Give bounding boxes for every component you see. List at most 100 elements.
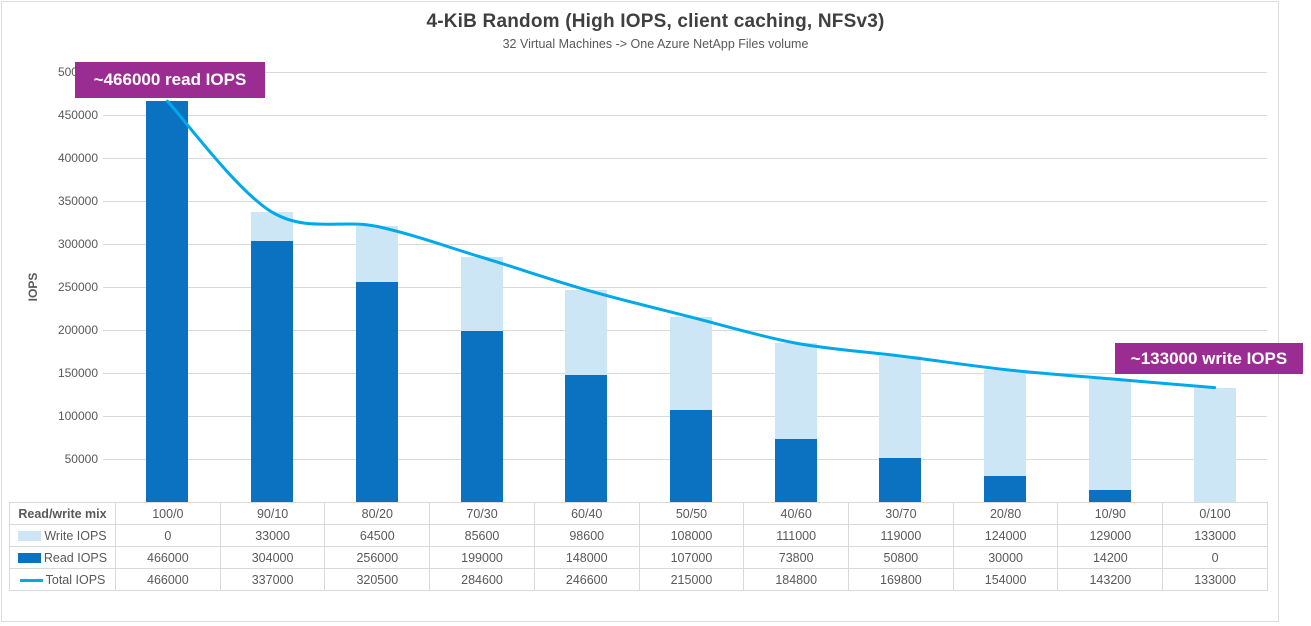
value-cell: 199000 [429, 546, 535, 569]
value-cell: 169800 [848, 568, 954, 591]
value-cell: 215000 [638, 568, 745, 591]
category-header-cell: 70/30 [429, 502, 535, 525]
value-cell: 133000 [1162, 524, 1268, 547]
table-series-row: Read IOPS 466000 304000 256000 199000 148000 1… [9, 546, 1268, 569]
write-iops-bar [879, 355, 922, 459]
category-header-cell: 40/60 [743, 502, 850, 525]
value-cell: 0 [115, 524, 221, 547]
y-tick-label: 150000 [57, 365, 98, 380]
value-cell: 129000 [1057, 524, 1164, 547]
value-cell: 108000 [638, 524, 745, 547]
table-header-row: Read/write mix 100/0 90/10 80/20 70/30 60/40 5… [9, 502, 1268, 525]
value-cell: 143200 [1057, 568, 1164, 591]
read-iops-bar [984, 476, 1027, 502]
y-tick-label: 100000 [57, 408, 98, 423]
value-cell: 107000 [638, 546, 745, 569]
y-tick-mark [103, 287, 115, 288]
gridline [115, 244, 1267, 245]
value-cell: 64500 [324, 524, 431, 547]
y-tick-mark [103, 373, 115, 374]
value-cell: 98600 [533, 524, 640, 547]
total-iops-line-layer [165, 99, 1217, 390]
chart-subtitle: 32 Virtual Machines -> One Azure NetApp … [502, 37, 809, 51]
gridline [115, 115, 1267, 116]
annotation-write-iops: ~133000 write IOPS [1115, 343, 1303, 374]
write-iops-bar [1193, 387, 1236, 502]
data-table: Read/write mix 100/0 90/10 80/20 70/30 60/40 5… [9, 502, 1268, 591]
y-tick-mark [103, 416, 115, 417]
write-iops-bar [1088, 378, 1131, 490]
value-cell: 148000 [533, 546, 640, 569]
write-iops-bar [565, 289, 608, 375]
read-iops-bar [460, 330, 503, 502]
read-iops-bar [565, 374, 608, 502]
read-iops-bar [879, 458, 922, 502]
write-iops-bar [774, 343, 817, 439]
table-series-row: Write IOPS 0 33000 64500 85600 98600 108000 111… [9, 524, 1268, 547]
y-tick-label: 350000 [57, 193, 98, 208]
gridline [115, 72, 1267, 73]
value-cell: 256000 [324, 546, 431, 569]
y-tick-label: 450000 [57, 107, 98, 122]
gridline [115, 287, 1267, 288]
write-iops-bar [984, 369, 1027, 477]
value-cell: 30000 [952, 546, 1059, 569]
read-iops-bar [774, 438, 817, 502]
category-header-cell: 60/40 [533, 502, 640, 525]
value-cell: 0 [1162, 546, 1268, 569]
y-tick-label: 200000 [57, 322, 98, 337]
category-header-cell: 90/10 [219, 502, 326, 525]
y-tick-mark [103, 459, 115, 460]
y-tick-mark [103, 201, 115, 202]
category-header-cell: 20/80 [952, 502, 1059, 525]
table-body: Read/write mix 100/0 90/10 80/20 70/30 60/40 5… [9, 502, 1268, 591]
plot-area [115, 72, 1267, 503]
value-cell: 124000 [952, 524, 1059, 547]
value-cell: 14200 [1057, 546, 1164, 569]
y-tick-label: 250000 [57, 279, 98, 294]
value-cell: 184800 [743, 568, 850, 591]
read-iops-bar [1088, 489, 1131, 502]
series-label-cell: Write IOPS [9, 524, 116, 547]
read-iops-bar [355, 281, 398, 502]
write-iops-bar [460, 257, 503, 331]
series-label-cell: Total IOPS [9, 568, 116, 591]
value-cell: 85600 [429, 524, 535, 547]
y-tick-mark [103, 244, 115, 245]
read-iops-bar [146, 101, 189, 502]
category-header-cell: 80/20 [324, 502, 431, 525]
value-cell: 246600 [533, 568, 640, 591]
value-cell: 50800 [848, 546, 954, 569]
y-tick-mark [103, 330, 115, 331]
value-cell: 119000 [848, 524, 954, 547]
total-iops-line [165, 99, 1217, 390]
read-iops-bar [670, 409, 712, 502]
y-tick-label: 400000 [57, 150, 98, 165]
category-header-cell: 30/70 [848, 502, 954, 525]
value-cell: 33000 [219, 524, 326, 547]
gridline [115, 201, 1267, 202]
value-cell: 111000 [743, 524, 850, 547]
y-tick-mark [103, 158, 115, 159]
value-cell: 284600 [429, 568, 535, 591]
series-label-cell: Read IOPS [9, 546, 116, 569]
value-cell: 133000 [1162, 568, 1268, 591]
category-header-cell: 100/0 [115, 502, 221, 525]
write-iops-bar [251, 212, 294, 241]
category-header-cell: 0/100 [1162, 502, 1268, 525]
y-tick-mark [103, 115, 115, 116]
write-iops-bar [670, 317, 712, 410]
table-series-row: Total IOPS 466000 337000 320500 284600 246600… [9, 568, 1268, 591]
value-cell: 73800 [743, 546, 850, 569]
corner-header-cell: Read/write mix [9, 502, 116, 525]
read-iops-bar [251, 240, 294, 502]
value-cell: 466000 [115, 568, 221, 591]
total-iops-swatch-icon [19, 578, 43, 582]
gridline [115, 158, 1267, 159]
value-cell: 466000 [115, 546, 221, 569]
value-cell: 337000 [219, 568, 326, 591]
write-iops-bar [355, 226, 398, 282]
value-cell: 320500 [324, 568, 431, 591]
category-header-cell: 50/50 [638, 502, 745, 525]
read-iops-swatch-icon [17, 552, 41, 563]
